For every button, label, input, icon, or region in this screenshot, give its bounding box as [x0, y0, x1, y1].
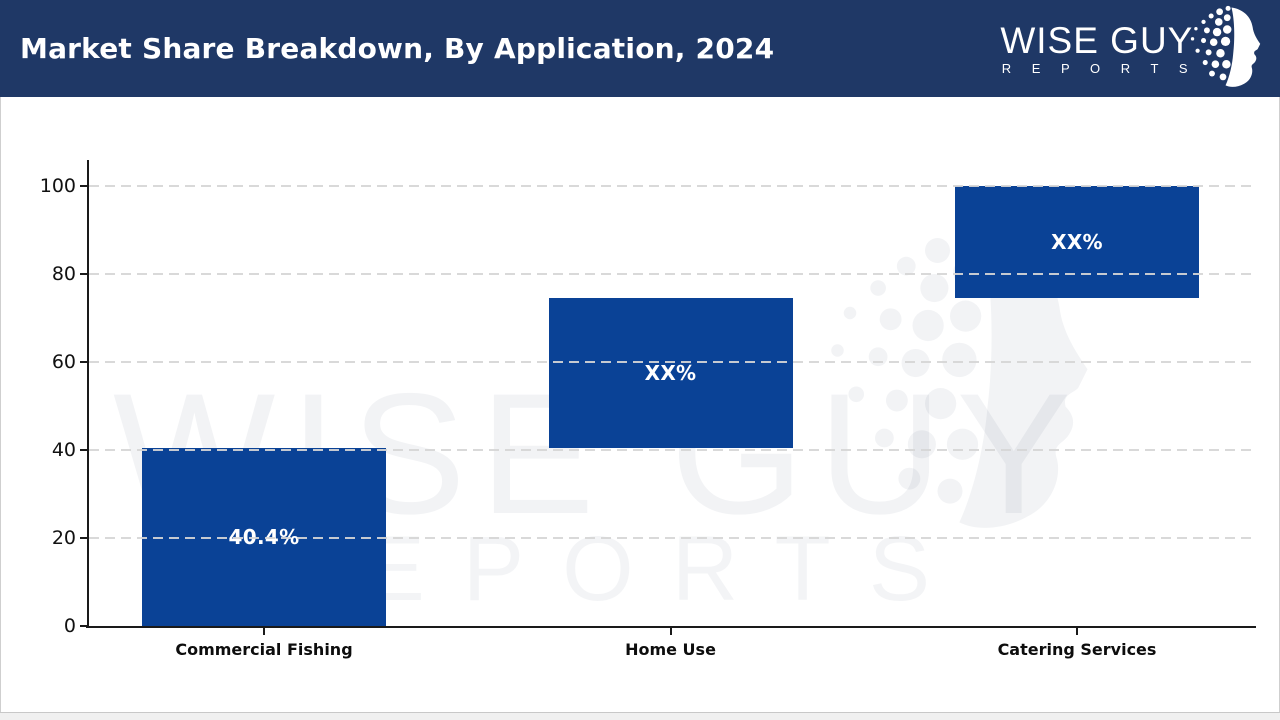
- x-tick-label-2: Catering Services: [997, 640, 1157, 659]
- x-tick-mark-2: [1076, 628, 1078, 635]
- x-tick-mark-0: [263, 628, 265, 635]
- x-tick-mark-1: [669, 628, 672, 635]
- y-tick-label-0: 0: [63, 615, 76, 637]
- y-tick-mark-60: [80, 361, 87, 363]
- x-axis-line: [86, 626, 1256, 628]
- bar-1: XX%: [548, 297, 793, 449]
- y-tick-mark-0: [80, 625, 87, 627]
- y-tick-label-40: 40: [51, 439, 76, 461]
- x-tick-label-1: Home Use: [625, 640, 716, 659]
- bar-2: XX%: [955, 186, 1199, 298]
- gridline-20: [89, 537, 1254, 539]
- header-bar: Market Share Breakdown, By Application, …: [0, 0, 1280, 97]
- gridline-60: [89, 361, 1254, 363]
- y-tick-mark-20: [80, 537, 87, 539]
- y-tick-label-80: 80: [51, 263, 76, 285]
- bottom-strip: [0, 712, 1280, 720]
- y-tick-mark-40: [80, 449, 87, 451]
- y-tick-mark-100: [80, 185, 87, 187]
- gridline-100: [89, 185, 1254, 187]
- bar-value-label-2: XX%: [1051, 229, 1103, 254]
- page-title: Market Share Breakdown, By Application, …: [20, 32, 775, 65]
- y-tick-label-20: 20: [51, 527, 76, 549]
- y-tick-mark-80: [80, 273, 87, 275]
- bar-value-label-1: XX%: [644, 360, 697, 385]
- gridline-40: [89, 449, 1254, 451]
- y-tick-label-100: 100: [39, 175, 76, 197]
- logo: WISE GUY R E P O R T S: [998, 4, 1266, 94]
- logo-wordmark: WISE GUY: [1000, 19, 1194, 61]
- logo-text: WISE GUY R E P O R T S: [998, 19, 1196, 77]
- y-axis-line: [87, 160, 89, 628]
- logo-subtext: R E P O R T S: [1001, 61, 1196, 77]
- x-tick-label-0: Commercial Fishing: [175, 640, 353, 659]
- y-tick-label-60: 60: [51, 351, 76, 373]
- gridline-80: [89, 273, 1254, 275]
